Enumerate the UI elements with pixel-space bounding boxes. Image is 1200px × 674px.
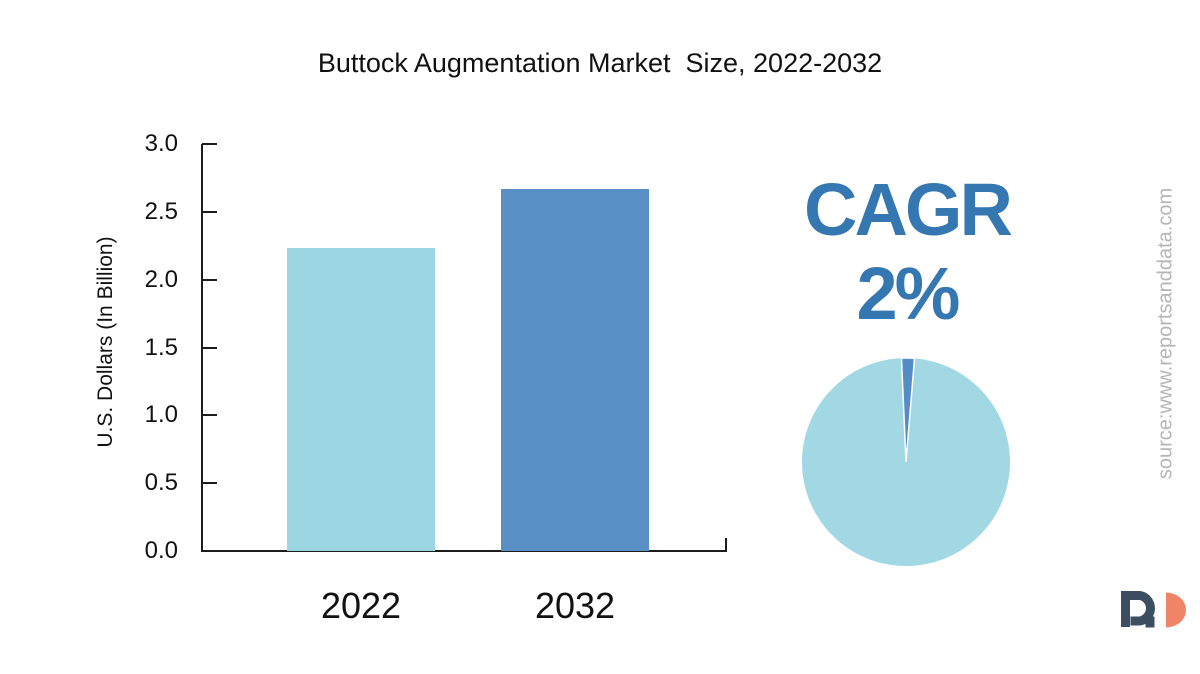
y-tick <box>202 414 217 417</box>
x-tick-label: 2022 <box>320 585 402 626</box>
bar-2032 <box>501 188 649 551</box>
letter-r-icon <box>1121 591 1155 628</box>
y-tick-label: 2.0 <box>144 265 178 293</box>
y-tick <box>202 143 217 145</box>
y-tick-label: 0.5 <box>144 469 178 497</box>
x-axis-line <box>201 550 727 552</box>
y-tick-label: 0.0 <box>144 537 178 564</box>
pie-slice-minor <box>900 357 916 463</box>
source-text: source:www.reportsanddata.com <box>1154 187 1177 480</box>
pie-chart-svg <box>802 357 1010 566</box>
cagr-value: 2% <box>856 252 961 335</box>
cagr-annotation: CAGR 2% <box>782 168 1032 336</box>
y-tick <box>202 550 217 552</box>
y-tick <box>202 278 217 281</box>
chart-title: Buttock Augmentation Market Size, 2022-2… <box>317 48 883 78</box>
y-axis-title: U.S. Dollars (In Billion) <box>94 236 117 448</box>
y-tick <box>202 482 217 485</box>
pie-chart <box>801 357 1011 567</box>
x-axis-endcap <box>725 538 727 551</box>
y-tick-label: 1.5 <box>144 333 178 361</box>
y-tick-label: 1.0 <box>144 401 178 429</box>
cagr-label: CAGR <box>804 168 1013 251</box>
bar-2022 <box>287 248 435 551</box>
y-tick <box>202 346 217 349</box>
letter-d-icon <box>1166 592 1186 628</box>
brand-logo <box>1121 591 1186 628</box>
x-tick-label: 2032 <box>534 585 616 626</box>
y-tick-label: 3.0 <box>144 130 178 157</box>
y-tick-label: 2.5 <box>144 197 178 225</box>
y-tick <box>202 210 217 213</box>
